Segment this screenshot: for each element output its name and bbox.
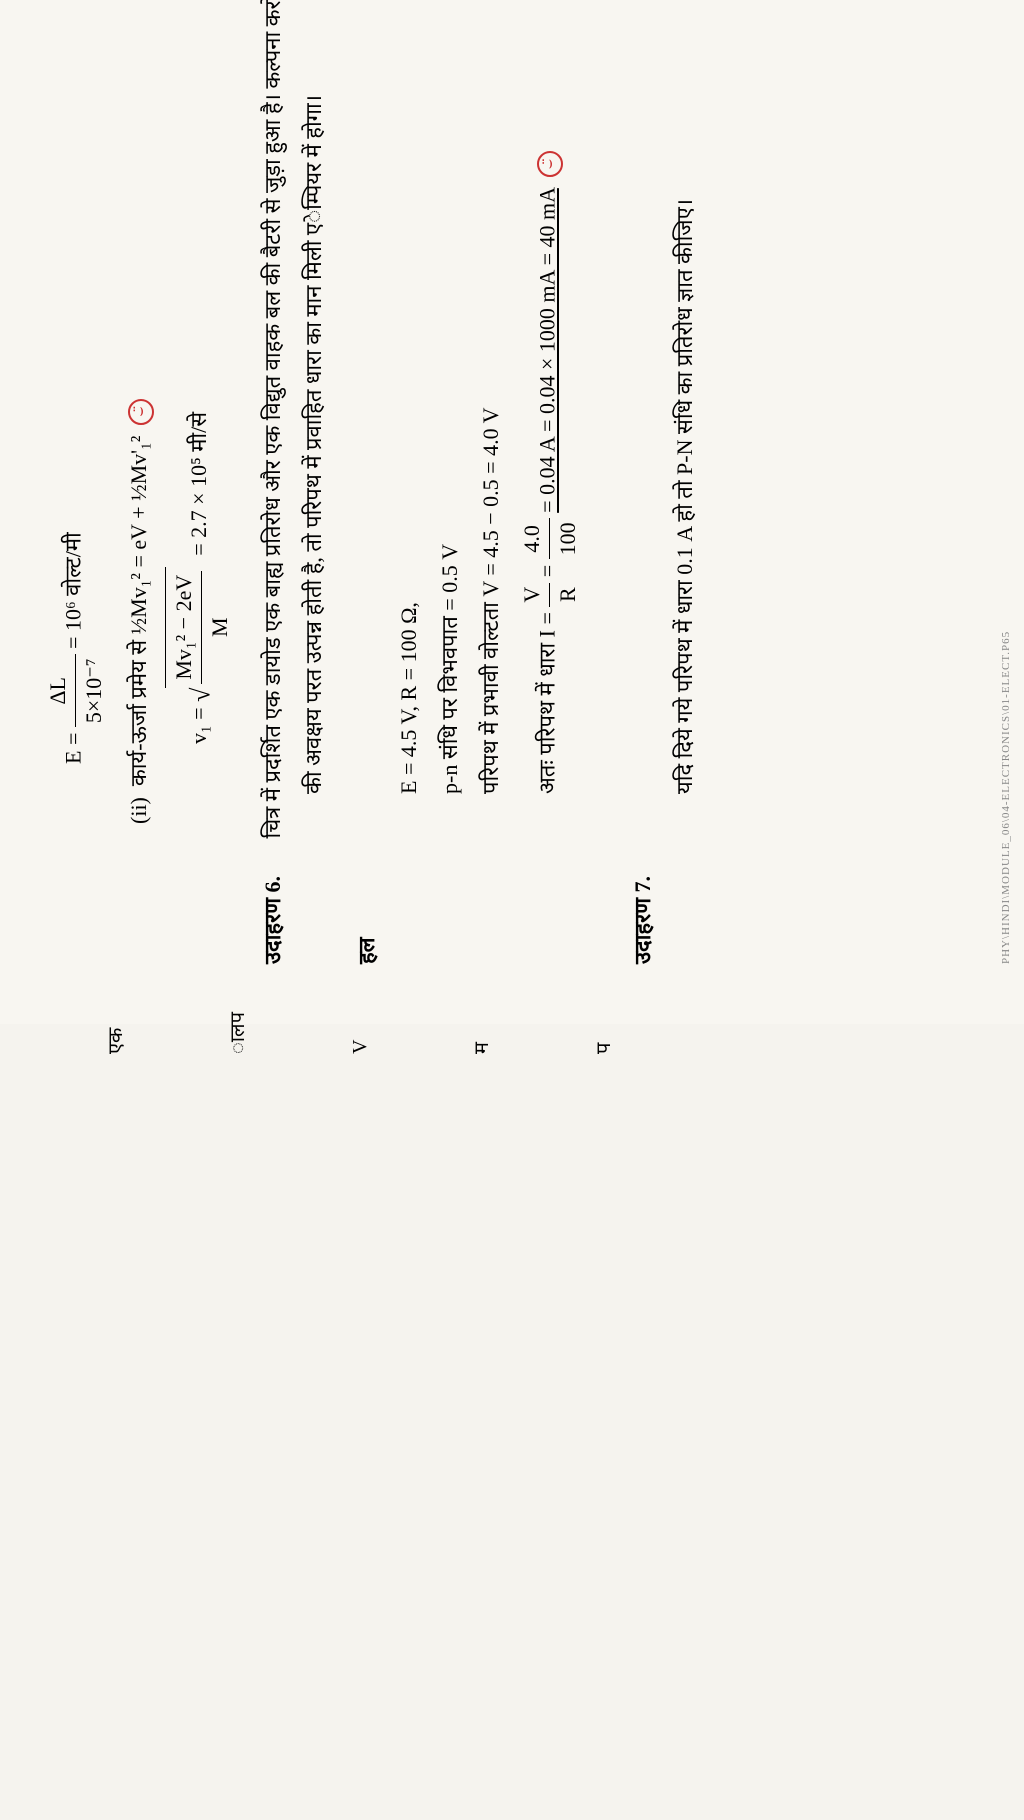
example-7: उदाहरण 7.	[625, 0, 660, 964]
mtab-3: V	[344, 1012, 376, 1054]
v1-result: = 2.7 × 10⁵ मी/से	[186, 412, 211, 556]
f2d: 100	[550, 518, 585, 559]
v1-num: Mv₁² − 2eV	[166, 571, 202, 684]
margin-tabs: एक ालप V म प	[100, 1012, 710, 1054]
mtab-1: एक	[100, 1012, 132, 1054]
solution-block: हल	[349, 0, 384, 964]
item-ii: (ii) कार्य-ऊर्जा प्रमेय से ½Mv₁² = eV + …	[121, 0, 156, 824]
f1n: V	[514, 583, 550, 607]
ex7-label: उदाहरण 7.	[625, 844, 660, 964]
f1d: R	[550, 583, 585, 607]
sqrt-icon: √	[186, 688, 215, 702]
ex6-text1: चित्र में प्रदर्शित एक डायोड एक बाह्य प्…	[260, 0, 285, 839]
v1-den: M	[202, 571, 237, 684]
footer-path: PHY\HINDI\MODULE_06\04-ELECTRONICS\01-EL…	[998, 631, 1016, 964]
page-content: ⟵──────── P · ·· ·· ·· · · ·· ·· ·· · N …	[0, 0, 1024, 1024]
sol-line4-pre: अतः परिपथ में धारा I =	[535, 607, 560, 794]
ex6-text2-row: की अवक्षय परत उत्पन्न होती है, तो परिपथ …	[296, 0, 331, 794]
sol-label: हल	[349, 904, 384, 964]
f2n: 4.0	[514, 518, 550, 559]
smiley-icon: ⌣̈	[128, 399, 154, 425]
sol-line2: p-n संधि पर विभवपात = 0.5 V	[432, 0, 467, 794]
v1-lhs: v₁ =	[186, 707, 211, 744]
example-6: उदाहरण 6. चित्र में प्रदर्शित एक डायोड ए…	[255, 0, 290, 964]
ii-label: (ii)	[126, 797, 151, 824]
ex6-label: उदाहरण 6.	[255, 844, 290, 964]
mtab-2: ालप	[222, 1012, 254, 1054]
sol-line3: परिपथ में प्रभावी वोल्टता V = 4.5 − 0.5 …	[473, 0, 508, 794]
ex7-text: यदि दिये गये परिपथ में धारा 0.1 A हो तो …	[667, 0, 702, 794]
sol-line4: अतः परिपथ में धारा I = VR = 4.0100 = 0.0…	[514, 0, 585, 794]
sol-line4-post: = 0.04 A = 0.04 × 1000 mA = 40 mA	[535, 188, 560, 513]
ii-text: कार्य-ऊर्जा प्रमेय से ½Mv₁² = eV + ½Mv'₁…	[126, 436, 151, 786]
ex6-text2: की अवक्षय परत उत्पन्न होती है, तो परिपथ …	[301, 95, 326, 794]
mtab-4: म	[466, 1012, 498, 1054]
sol-line1: E = 4.5 V, R = 100 Ω,	[391, 0, 426, 794]
mtab-5: प	[588, 1012, 620, 1054]
top-equation: E = ΔL5×10⁻⁷ = 10⁶ वोल्ट/मी	[40, 0, 111, 764]
smiley-icon-2: ⌣̈	[537, 151, 563, 177]
v1-equation: v₁ = √ Mv₁² − 2eVM = 2.7 × 10⁵ मी/से	[165, 0, 237, 744]
